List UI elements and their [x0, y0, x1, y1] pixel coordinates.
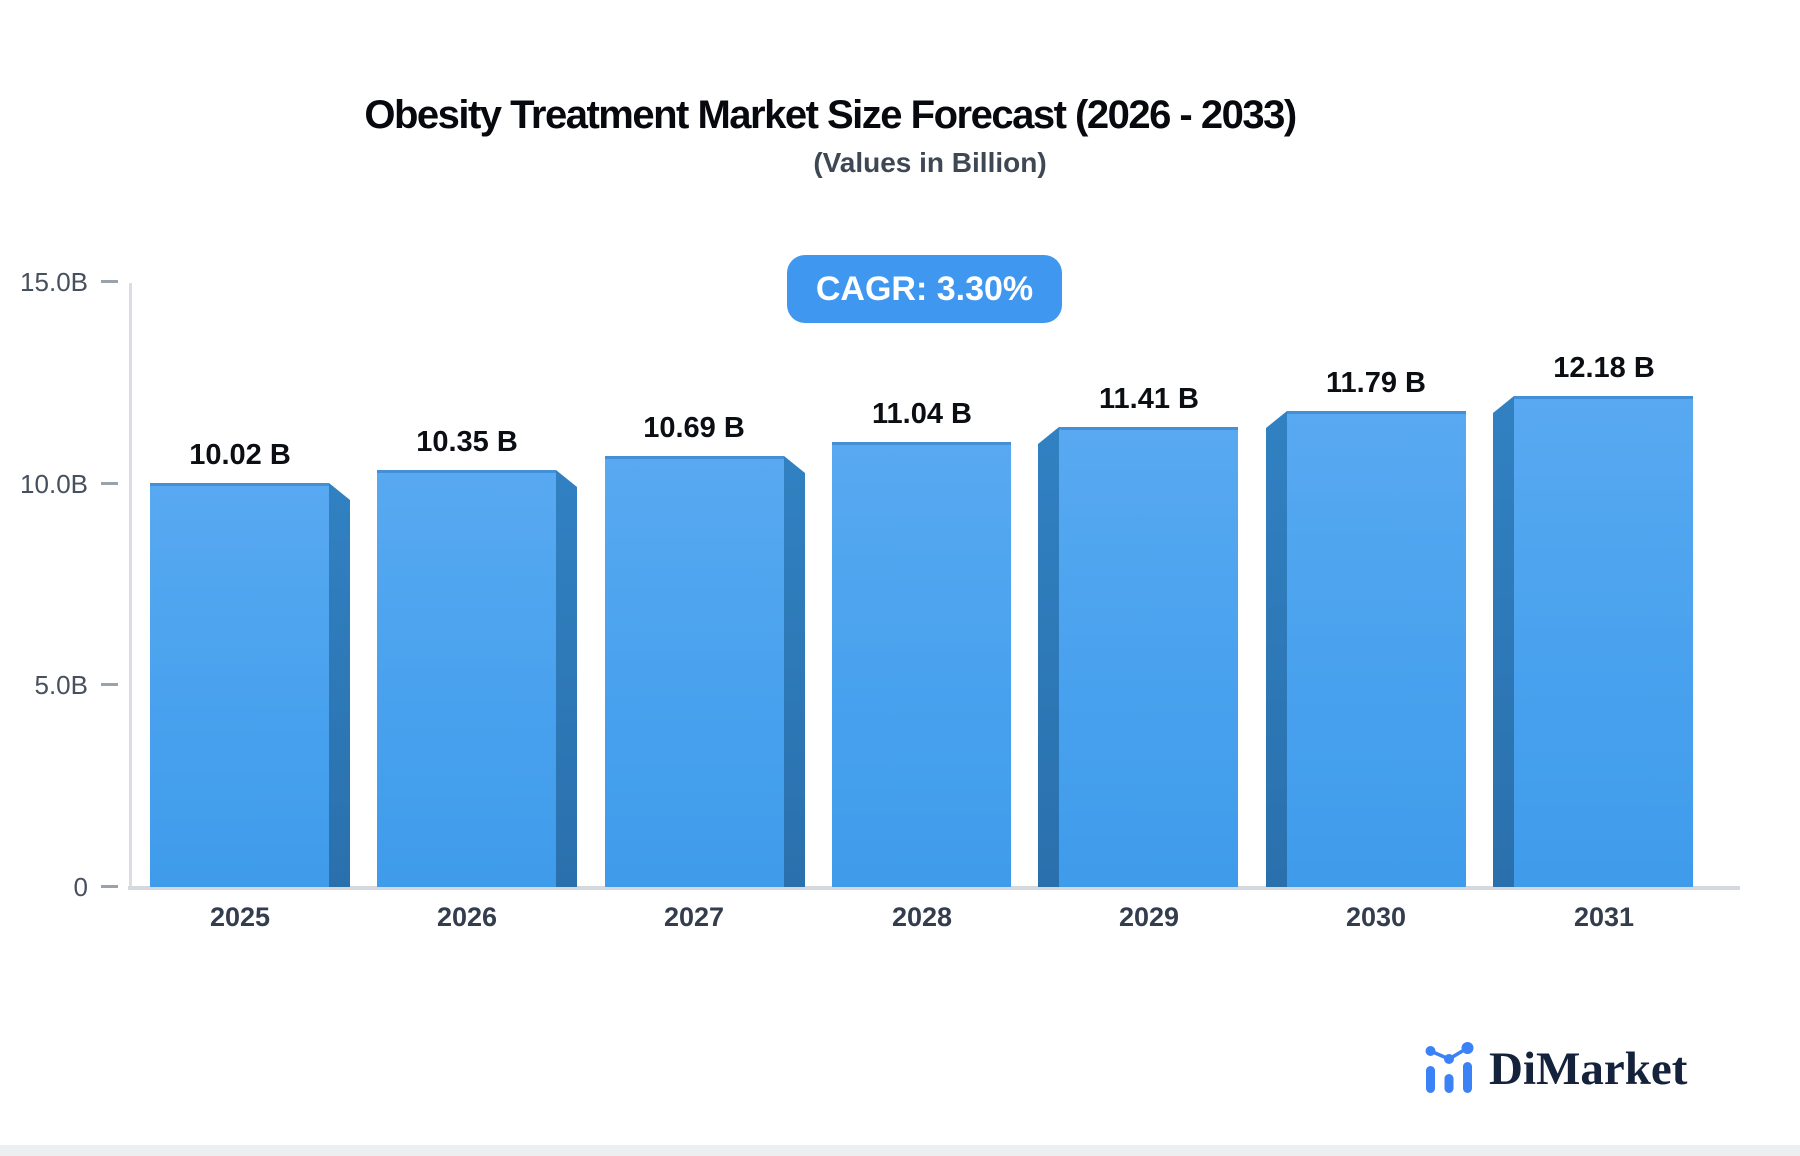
- bar: [1287, 411, 1466, 887]
- x-axis-label: 2025: [209, 902, 271, 932]
- bar-side-face: [1038, 427, 1059, 887]
- x-axis-label: 2029: [1118, 902, 1180, 932]
- x-axis-label: 2031: [1573, 902, 1635, 932]
- chart-title: Obesity Treatment Market Size Forecast (…: [364, 93, 1297, 137]
- y-axis-tick-label: 10.0B: [20, 468, 88, 499]
- bar-value-label: 11.79 B: [1326, 367, 1426, 399]
- bar: [1514, 396, 1693, 887]
- y-axis-line: [129, 283, 132, 888]
- x-axis-label: 2026: [436, 902, 498, 932]
- x-axis-label: 2027: [663, 902, 725, 932]
- bar-value-label: 11.41 B: [1099, 383, 1199, 415]
- bar-value-label: 11.04 B: [872, 398, 972, 430]
- bar-value-label: 10.35 B: [416, 426, 518, 458]
- bar-value-label: 12.18 B: [1553, 352, 1655, 384]
- bar: [605, 456, 784, 887]
- x-axis-label: 2030: [1345, 902, 1407, 932]
- x-axis-baseline: [128, 886, 1740, 890]
- y-axis-tick-label: 5.0B: [34, 670, 89, 701]
- bar-side-face: [1493, 396, 1514, 887]
- y-axis-tick-label: 0: [73, 872, 88, 902]
- bar-side-face: [329, 483, 350, 887]
- y-axis-tick-mark: [101, 280, 118, 283]
- bar: [150, 483, 329, 887]
- y-axis-tick-mark: [101, 683, 118, 687]
- bar-value-label: 10.02 B: [189, 439, 291, 471]
- bar: [377, 470, 556, 887]
- bar-value-label: 10.69 B: [643, 412, 745, 444]
- bar-side-face: [556, 470, 577, 887]
- logo-text: DiMarket: [1489, 1042, 1688, 1095]
- dimarket-bar-chart-icon: [1425, 1042, 1474, 1093]
- y-axis-tick-mark: [101, 885, 118, 888]
- y-axis-tick-label: 15.0B: [20, 267, 88, 297]
- y-axis-tick-mark: [101, 481, 118, 485]
- cagr-badge: CAGR: 3.30%: [787, 255, 1062, 323]
- bar-side-face: [1266, 411, 1287, 887]
- chart-subtitle: (Values in Billion): [813, 147, 1047, 178]
- bar-side-face: [784, 456, 805, 887]
- bar: [832, 442, 1011, 887]
- dimarket-logo[interactable]: DiMarket: [1422, 1042, 1687, 1096]
- bar: [1059, 427, 1238, 887]
- x-axis-label: 2028: [891, 902, 953, 932]
- page-bottom-edge: [0, 1145, 1800, 1156]
